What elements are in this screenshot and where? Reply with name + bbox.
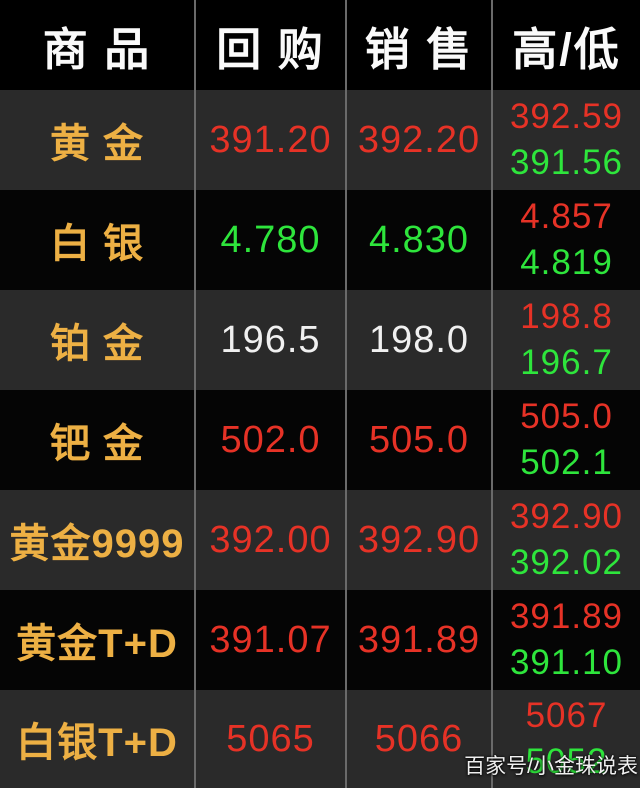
highlow-cell: 391.89 391.10 [493,590,640,690]
buyback-value: 502.0 [220,418,321,461]
header-buyback: 回 购 [196,0,347,90]
highlow-cell: 392.59 391.56 [493,90,640,190]
sell-value: 391.89 [357,618,481,661]
highlow-cell: 198.8 196.7 [493,290,640,390]
low-value: 391.56 [509,143,624,182]
buyback-value: 391.07 [209,618,332,661]
high-value: 5067 [525,696,608,735]
sell-value: 4.830 [368,218,470,261]
buyback-cell: 391.07 [196,590,347,690]
sell-cell: 4.830 [347,190,493,290]
buyback-value: 5065 [226,717,315,760]
product-cell: 黄金T+D [0,590,196,690]
sell-cell: 5066 [347,690,493,788]
sell-cell: 392.20 [347,90,493,190]
buyback-cell: 4.780 [196,190,347,290]
buyback-cell: 196.5 [196,290,347,390]
sell-value: 392.90 [357,518,481,561]
header-buyback-label: 回 购 [216,23,325,75]
header-highlow: 高/低 [493,0,640,90]
low-value: 4.819 [520,243,613,282]
low-value: 5052 [525,742,608,781]
buyback-value: 392.00 [209,518,332,561]
buyback-cell: 502.0 [196,390,347,490]
low-value: 392.02 [509,543,624,582]
product-name: 黄 金 [49,122,145,166]
highlow-cell: 5067 5052 [493,690,640,788]
buyback-value: 391.20 [209,118,332,161]
low-value: 391.10 [509,643,624,682]
sell-value: 198.0 [368,318,470,361]
header-highlow-label: 高/低 [512,23,621,75]
high-value: 391.89 [509,597,624,636]
sell-value: 5066 [374,717,464,760]
product-cell: 白 银 [0,190,196,290]
buyback-cell: 5065 [196,690,347,788]
sell-cell: 505.0 [347,390,493,490]
buyback-value: 4.780 [220,218,321,261]
buyback-cell: 391.20 [196,90,347,190]
product-cell: 钯 金 [0,390,196,490]
product-cell: 黄 金 [0,90,196,190]
high-value: 392.90 [509,497,624,536]
product-name: 白 银 [49,222,145,266]
sell-cell: 198.0 [347,290,493,390]
product-name: 黄金9999 [9,522,185,566]
high-value: 198.8 [520,297,613,336]
product-cell: 铂 金 [0,290,196,390]
buyback-cell: 392.00 [196,490,347,590]
baijiahao-watermark: 百家号/小金珠说表 [464,755,638,778]
header-sell: 销 售 [347,0,493,90]
highlow-cell: 505.0 502.1 [493,390,640,490]
header-product: 商 品 [0,0,196,90]
high-value: 505.0 [520,397,613,436]
product-name: 黄金T+D [16,622,178,666]
sell-value: 505.0 [368,418,470,461]
product-name: 铂 金 [49,322,145,366]
high-value: 392.59 [509,97,624,136]
highlow-cell: 392.90 392.02 [493,490,640,590]
buyback-value: 196.5 [220,318,321,361]
low-value: 196.7 [520,343,613,382]
sell-cell: 391.89 [347,590,493,690]
product-name: 白银T+D [16,721,178,765]
sell-value: 392.20 [357,118,481,161]
product-cell: 黄金9999 [0,490,196,590]
high-value: 4.857 [520,197,613,236]
low-value: 502.1 [520,443,613,482]
product-name: 钯 金 [49,422,145,466]
header-sell-label: 销 售 [364,23,474,75]
sell-cell: 392.90 [347,490,493,590]
header-product-label: 商 品 [42,23,152,75]
highlow-cell: 4.857 4.819 [493,190,640,290]
product-cell: 白银T+D [0,690,196,788]
